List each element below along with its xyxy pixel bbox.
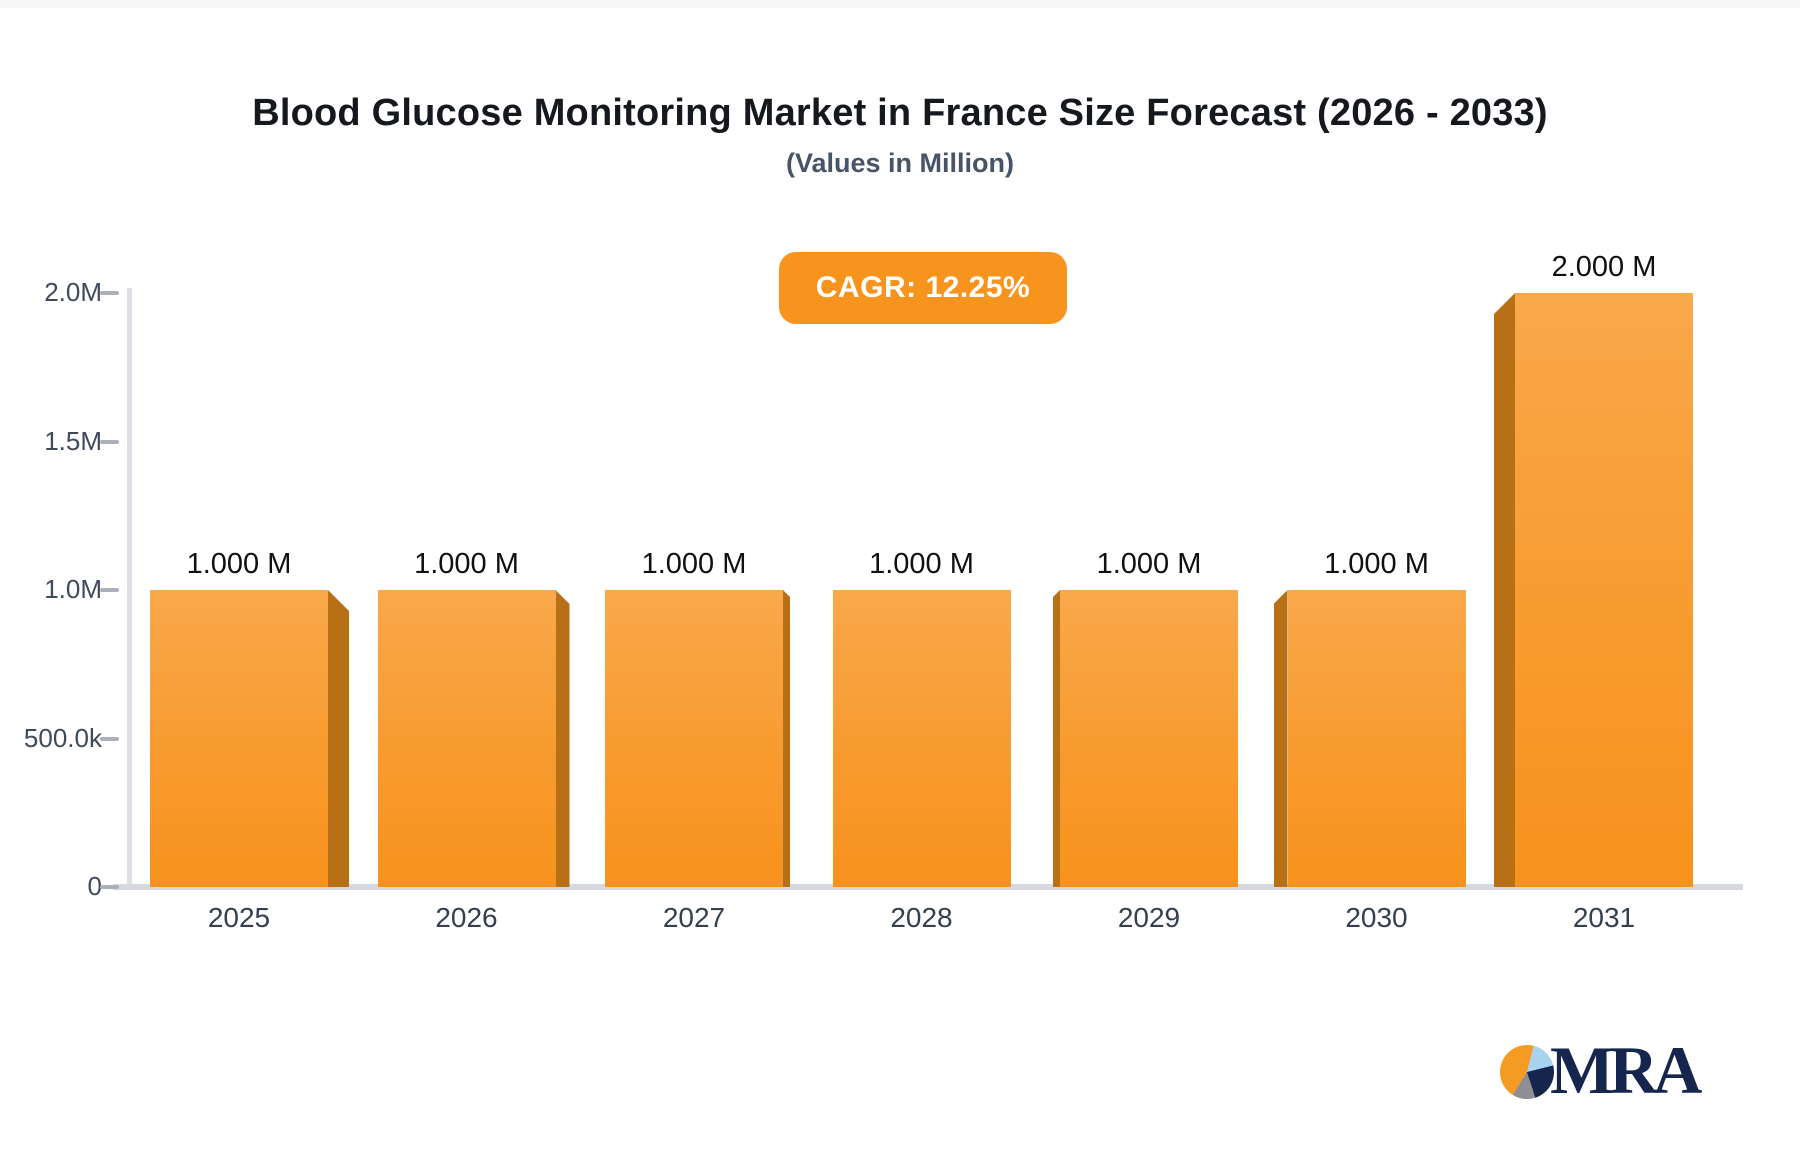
y-tick-mark: [100, 736, 119, 741]
bar-2026: [377, 590, 556, 887]
x-tick-label-2030: 2030: [1345, 902, 1408, 933]
bar-side-face-2031: [1494, 293, 1515, 887]
x-tick-label-2031: 2031: [1572, 902, 1636, 933]
brand-logo-text: MRA: [1550, 1032, 1702, 1108]
bar-value-label-2028: 1.000 M: [869, 548, 974, 580]
x-tick-label-2025: 2025: [207, 902, 271, 933]
chart-title: Blood Glucose Monitoring Market in Franc…: [252, 92, 1548, 134]
cagr-badge: CAGR: 12.25%: [779, 252, 1067, 324]
bar-value-label-2025: 1.000 M: [186, 548, 292, 580]
bar-side-face-2029: [1053, 590, 1060, 887]
bar-side-face-2025: [328, 590, 349, 887]
x-tick-label-2028: 2028: [890, 902, 953, 933]
x-tick-label-2026: 2026: [435, 902, 498, 933]
y-axis-line: [127, 288, 132, 890]
bar-2027: [605, 590, 783, 887]
y-tick-label: 1.0M: [44, 574, 102, 604]
bar-value-label-2026: 1.000 M: [414, 548, 519, 580]
bar-2030: [1287, 590, 1466, 887]
bar-value-label-2029: 1.000 M: [1096, 548, 1202, 580]
bar-2031: [1515, 293, 1693, 887]
pie-chart-logo-icon: [1500, 1045, 1554, 1099]
bar-value-label-2031: 2.000 M: [1551, 251, 1657, 283]
bar-value-label-2030: 1.000 M: [1324, 548, 1429, 580]
chart-subtitle: (Values in Million): [785, 148, 1015, 178]
y-tick-label: 1.5M: [44, 425, 102, 456]
x-axis-line: [113, 884, 1743, 890]
x-tick-label-2027: 2027: [662, 902, 726, 933]
y-tick-mark: [100, 439, 119, 444]
brand-logo: MRA: [1500, 1032, 1702, 1108]
bar-value-label-2027: 1.000 M: [641, 548, 747, 580]
bar-side-face-2026: [555, 590, 570, 887]
bar-2025: [150, 590, 328, 887]
y-tick-label: 0: [87, 871, 102, 901]
cagr-badge-label: CAGR: 12.25%: [815, 271, 1031, 304]
y-tick-label: 500.0k: [23, 722, 102, 753]
y-tick-mark: [100, 291, 119, 295]
bar-side-face-2030: [1273, 590, 1288, 887]
y-tick-mark: [100, 885, 119, 889]
bar-side-face-2027: [783, 590, 790, 887]
bar-2028: [832, 590, 1011, 887]
top-strip-divider: [0, 0, 1800, 8]
bar-2029: [1060, 590, 1238, 887]
x-tick-label-2029: 2029: [1117, 902, 1181, 933]
y-tick-mark: [100, 588, 119, 592]
y-tick-label: 2.0M: [44, 277, 102, 307]
